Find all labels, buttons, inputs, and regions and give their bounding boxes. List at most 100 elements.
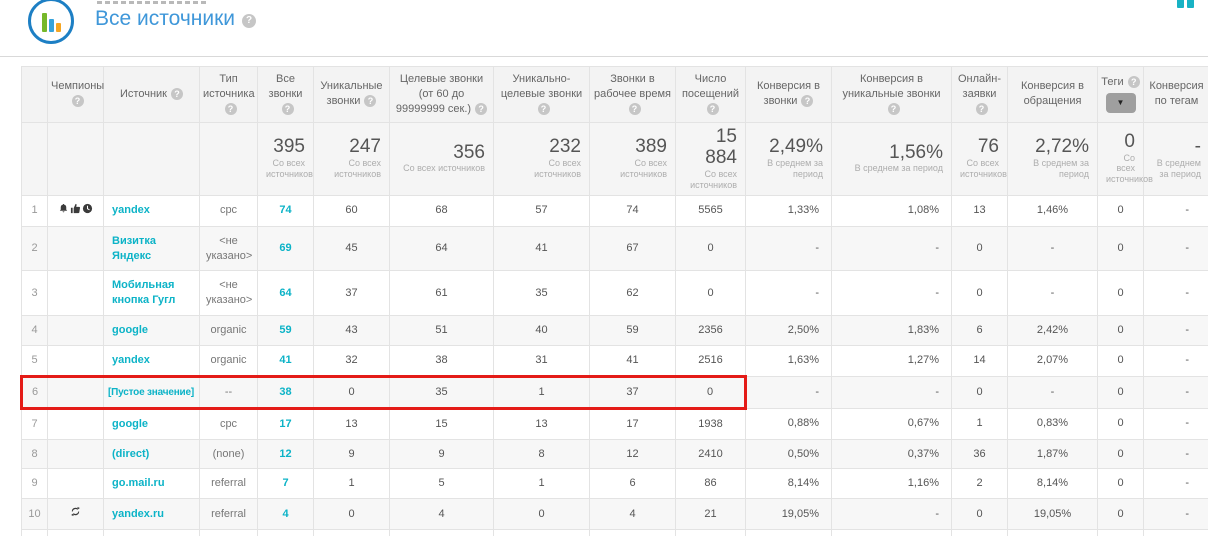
help-icon[interactable]: ? <box>628 102 641 115</box>
summary-empty-cell <box>199 121 258 196</box>
metric-cell: 7 <box>257 468 314 500</box>
bar-blue <box>48 19 54 32</box>
column-label: Целевые звонки (от 60 до 99999999 сек.) <box>395 73 484 115</box>
row-number: 5 <box>21 344 48 377</box>
metric-cell: - <box>1143 438 1208 470</box>
metric-cell: 0 <box>951 498 1008 531</box>
summary-value: 1,56% <box>889 141 943 163</box>
summary-caption: Со всех источников <box>266 158 313 179</box>
help-icon[interactable]: ? <box>801 95 814 108</box>
summary-cell: 356 Со всех источников <box>389 121 494 196</box>
metric-cell: 13 <box>493 407 590 440</box>
metric-cell: - <box>1143 529 1208 536</box>
summary-value: - <box>1194 136 1201 158</box>
metric-cell: 0 <box>951 529 1008 536</box>
source-link[interactable]: yandex <box>112 353 150 366</box>
metric-cell: 1,46% <box>1007 194 1098 227</box>
metric-cell: 0 <box>951 225 1008 272</box>
metric-cell: - <box>1143 194 1208 227</box>
all-calls-link[interactable]: 12 <box>279 447 292 460</box>
source-link[interactable]: Визитка Яндекс <box>112 234 156 262</box>
metric-cell: 38 <box>257 374 314 410</box>
summary-value: 232 <box>549 136 581 158</box>
metric-cell: 19,05% <box>1007 498 1098 531</box>
all-calls-link[interactable]: 17 <box>279 417 292 430</box>
help-icon[interactable]: ? <box>475 102 488 115</box>
metric-cell: - <box>1143 468 1208 500</box>
metric-cell: 4 <box>389 498 494 531</box>
help-icon[interactable]: ? <box>706 102 719 115</box>
table-row: 7 google cpc 17 13 15 13 17 1938 0,88% 0,67% 1 0,83%… <box>21 407 1208 440</box>
source-link[interactable]: yandex <box>112 204 150 217</box>
all-calls-link[interactable]: 74 <box>279 204 292 217</box>
source-link[interactable]: [Пустое значение] <box>108 386 194 398</box>
source-link[interactable]: google <box>112 324 149 337</box>
metric-cell: 37 <box>313 270 390 317</box>
column-header: Уникальные звонки? <box>313 66 390 123</box>
help-icon[interactable]: ? <box>887 102 900 115</box>
champions-cell <box>47 344 104 377</box>
metric-cell: - <box>745 529 832 536</box>
champions-cell <box>47 270 104 317</box>
bar-green <box>41 13 47 32</box>
metric-cell: 1,33% <box>745 194 832 227</box>
table-row: 10 yandex.ru referral 4 0 4 0 4 21 19,05% -0 19,05%… <box>21 498 1208 531</box>
source-link[interactable]: go.mail.ru <box>112 477 165 490</box>
metric-cell: - <box>1143 270 1208 317</box>
all-calls-link[interactable]: 7 <box>282 477 289 490</box>
help-icon[interactable]: ? <box>364 95 377 108</box>
tags-filter-button[interactable]: ▼ <box>1105 93 1136 114</box>
help-icon[interactable]: ? <box>1127 76 1140 89</box>
metric-cell: 41 <box>257 344 314 377</box>
source-type: (none) <box>199 438 258 470</box>
help-icon[interactable]: ? <box>224 102 237 115</box>
metric-cell: 0 <box>1097 375 1144 409</box>
source-link[interactable]: google <box>112 417 149 430</box>
column-header: Число посещений? <box>675 66 746 123</box>
source-link[interactable]: Мобильная кнопка Гугл <box>112 279 176 307</box>
clipped-section-label <box>97 1 209 4</box>
metric-cell: 35 <box>493 270 590 317</box>
help-icon[interactable]: ? <box>71 95 84 108</box>
all-calls-link[interactable]: 69 <box>279 242 292 255</box>
all-calls-link[interactable]: 38 <box>279 385 292 398</box>
metric-cell: 0 <box>951 270 1008 317</box>
metric-cell: 13 <box>313 407 390 440</box>
column-label: Источник <box>120 87 167 100</box>
column-label: Конверсия в уникальные звонки <box>842 73 941 100</box>
source-cell: Мобильная кнопка Гугл <box>103 270 200 317</box>
column-header: Конверсия в звонки? <box>745 66 832 123</box>
source-link[interactable]: (direct) <box>112 447 150 460</box>
help-icon[interactable]: ? <box>170 87 183 100</box>
source-type: <не указано> <box>199 270 258 317</box>
grid-icon[interactable] <box>1177 0 1194 8</box>
metric-cell: 0 <box>1097 529 1144 536</box>
metric-cell: 36 <box>951 438 1008 470</box>
all-calls-link[interactable]: 64 <box>279 286 292 299</box>
metric-cell: 1,08% <box>831 194 952 227</box>
metric-cell: 2,42% <box>1007 315 1098 346</box>
summary-value: 356 <box>453 141 485 163</box>
help-icon[interactable]: ? <box>281 102 294 115</box>
source-link[interactable]: yandex.ru <box>112 507 164 520</box>
metric-cell: 59 <box>257 315 314 346</box>
all-calls-link[interactable]: 4 <box>282 507 289 520</box>
column-label: Онлайн-заявки <box>957 73 1002 100</box>
metric-cell: 21 <box>675 498 746 531</box>
help-icon[interactable]: ? <box>537 102 550 115</box>
source-cell: (direct) <box>103 438 200 470</box>
clock-icon <box>82 203 93 213</box>
source-cell: yandex <box>103 194 200 227</box>
all-calls-link[interactable]: 59 <box>279 324 292 337</box>
metric-cell: 1,87% <box>1007 438 1098 470</box>
source-type: cpc <box>199 194 258 227</box>
help-icon[interactable]: ? <box>975 102 988 115</box>
metric-cell: 0,50% <box>745 438 832 470</box>
source-cell: Визитка Яндекс <box>103 225 200 272</box>
summary-value: 395 <box>273 136 305 158</box>
metric-cell: - <box>1143 344 1208 377</box>
column-label: Уникально-целевые звонки <box>500 73 583 100</box>
all-calls-link[interactable]: 41 <box>279 353 292 366</box>
metric-cell: 0 <box>493 498 590 531</box>
title-help-icon[interactable]: ? <box>242 13 257 28</box>
